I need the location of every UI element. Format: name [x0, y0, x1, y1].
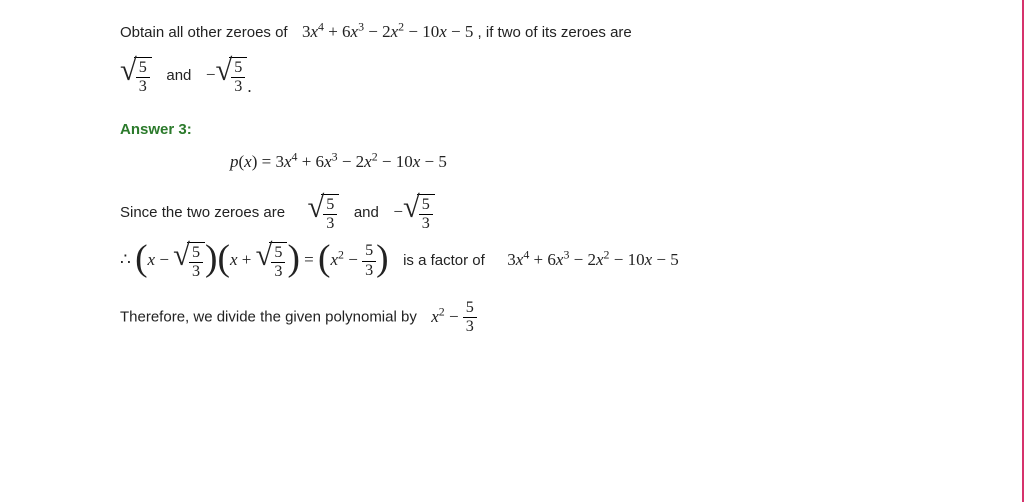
root-num: 5 — [136, 60, 150, 78]
root-den: 3 — [231, 78, 245, 95]
divide-text: Therefore, we divide the given polynomia… — [120, 309, 417, 326]
divide-line: Therefore, we divide the given polynomia… — [120, 300, 982, 335]
period: . — [247, 77, 251, 96]
px-rhs: 3x4 + 6x3 − 2x2 − 10x − 5 — [275, 152, 446, 171]
and-text: and — [166, 67, 191, 84]
factor-poly: 3x4 + 6x3 − 2x2 − 10x − 5 — [507, 250, 678, 269]
since-line: Since the two zeroes are √53 and − √53 — [120, 194, 982, 232]
document-page: Obtain all other zeroes of 3x4 + 6x3 − 2… — [0, 0, 1024, 502]
therefore-symbol: ∴ — [120, 250, 131, 269]
answer-label: Answer 3: — [120, 118, 982, 142]
factor-text: is a factor of — [403, 252, 485, 269]
px-definition: p(x) = 3x4 + 6x3 − 2x2 − 10x − 5 — [230, 148, 982, 175]
sqrt-icon: √53 — [216, 57, 248, 95]
since-prefix: Since the two zeroes are — [120, 204, 285, 221]
question-prefix: Obtain all other zeroes of — [120, 24, 288, 41]
sqrt-icon: √53 — [256, 242, 288, 280]
root-num: 5 — [231, 60, 245, 78]
divisor-den: 3 — [463, 318, 477, 335]
px-lhs: p(x) = — [230, 152, 275, 171]
divisor-num: 5 — [463, 300, 477, 318]
question-polynomial: 3x4 + 6x3 − 2x2 − 10x − 5 — [302, 22, 473, 41]
question-line-1: Obtain all other zeroes of 3x4 + 6x3 − 2… — [120, 18, 982, 45]
sqrt-icon: √53 — [120, 57, 152, 95]
question-suffix: , if two of its zeroes are — [478, 24, 632, 41]
sqrt-icon: √53 — [403, 194, 435, 232]
root-den: 3 — [136, 78, 150, 95]
question-roots: √53 and − √53 . — [120, 57, 982, 100]
factor-line: ∴ (x − √53)(x + √53) = (x2 − 53) is a fa… — [120, 242, 982, 280]
sqrt-icon: √53 — [307, 194, 339, 232]
sqrt-icon: √53 — [173, 242, 205, 280]
